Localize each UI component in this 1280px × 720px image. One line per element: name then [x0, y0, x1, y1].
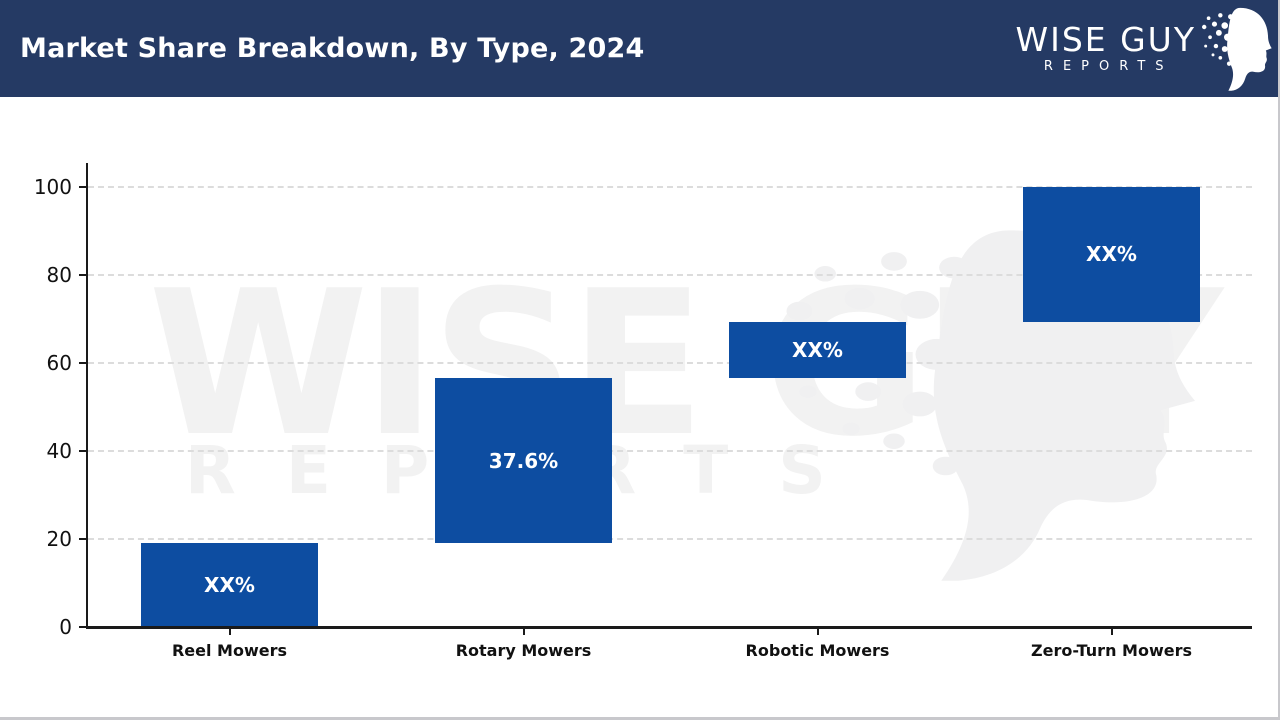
- page-title: Market Share Breakdown, By Type, 2024: [20, 33, 645, 64]
- bar: XX%: [141, 543, 318, 627]
- y-tick-mark: [79, 362, 88, 364]
- y-tick-label: 80: [46, 263, 72, 287]
- x-tick-mark: [228, 627, 231, 635]
- bar-value-label: XX%: [792, 338, 843, 363]
- y-tick-mark: [79, 186, 88, 188]
- gridline: [88, 274, 1252, 276]
- bar: XX%: [729, 322, 906, 378]
- logo-subtext: REPORTS: [1043, 59, 1174, 75]
- y-tick-label: 40: [46, 439, 72, 463]
- header-bar: Market Share Breakdown, By Type, 2024 WI…: [0, 0, 1278, 97]
- gridline: [88, 186, 1252, 188]
- x-tick-mark: [522, 627, 525, 635]
- bar-value-label: 37.6%: [488, 448, 559, 473]
- bar: 37.6%: [435, 377, 612, 544]
- y-tick-label: 0: [59, 615, 72, 639]
- wiseguy-logo: WISE GUY REPORTS: [1015, 5, 1272, 93]
- y-tick-label: 20: [46, 527, 72, 551]
- y-tick-mark: [79, 538, 88, 540]
- bar-value-label: XX%: [204, 573, 255, 598]
- y-tick-mark: [79, 450, 88, 452]
- y-tick-label: 60: [46, 351, 72, 375]
- x-tick-mark: [816, 627, 819, 635]
- x-category-label: Zero-Turn Mowers: [1031, 641, 1192, 660]
- logo-face-icon: [1202, 7, 1272, 91]
- bar-value-label: XX%: [1086, 242, 1137, 267]
- logo-wordmark: WISE GUY: [1015, 19, 1196, 59]
- y-tick-mark: [79, 626, 88, 628]
- x-tick-mark: [1110, 627, 1113, 635]
- x-axis-line: [86, 626, 1252, 629]
- y-tick-label: 100: [33, 175, 72, 199]
- x-category-label: Reel Mowers: [171, 641, 288, 660]
- x-category-label: Robotic Mowers: [745, 641, 890, 660]
- x-category-label: Rotary Mowers: [455, 641, 592, 660]
- gridline: [88, 450, 1252, 452]
- gridline: [88, 362, 1252, 364]
- y-tick-mark: [79, 274, 88, 276]
- gridline: [88, 538, 1252, 540]
- bar: XX%: [1023, 187, 1200, 322]
- y-axis-line: [86, 163, 88, 629]
